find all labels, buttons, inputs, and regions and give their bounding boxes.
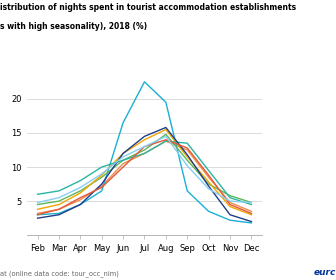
Text: at (online data code: tour_occ_nim): at (online data code: tour_occ_nim) — [0, 270, 119, 277]
Text: eurc: eurc — [313, 268, 336, 277]
Text: s with high seasonality), 2018 (%): s with high seasonality), 2018 (%) — [0, 22, 147, 31]
Text: istribution of nights spent in tourist accommodation establishments: istribution of nights spent in tourist a… — [0, 3, 296, 12]
